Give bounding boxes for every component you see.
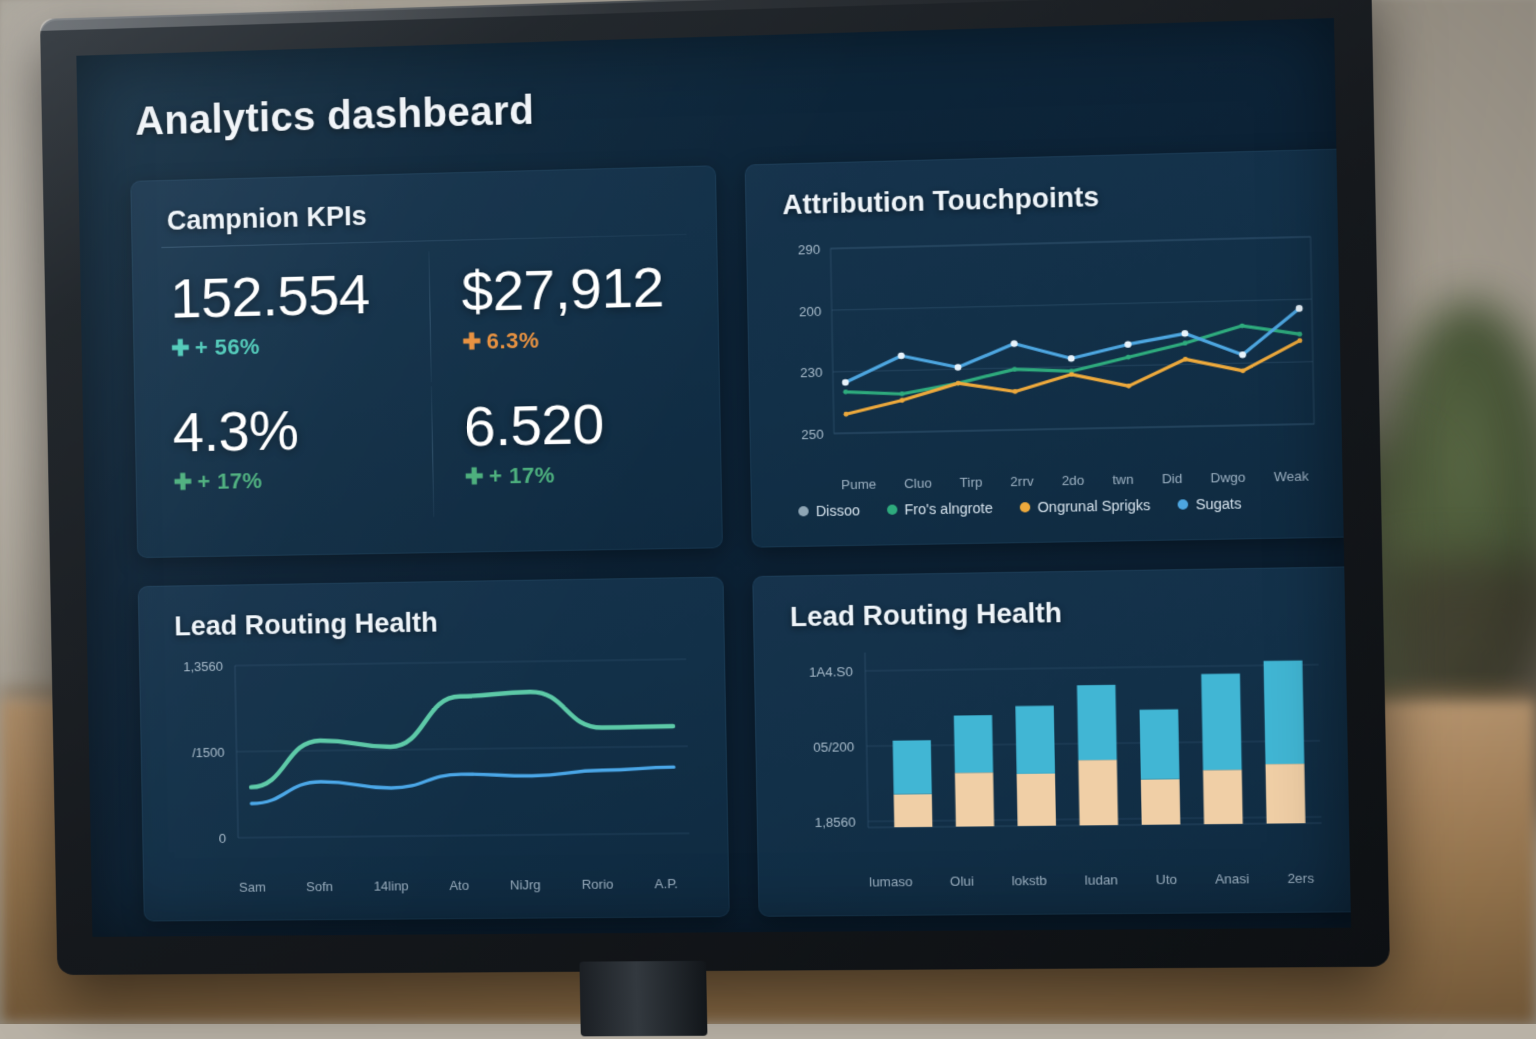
x-tick-label: 2do	[1061, 472, 1085, 489]
up-arrow-icon: ✚	[173, 469, 193, 495]
kpi-tile-1[interactable]: 152.554 ✚ + 56%	[162, 258, 425, 398]
kpi-delta-1: ✚ + 56%	[171, 330, 414, 361]
kpi-value-4: 6.520	[463, 391, 605, 458]
y-tick-label: /1500	[192, 745, 225, 760]
legend-color-dot	[1177, 499, 1189, 510]
x-tick-label: lokstb	[1011, 872, 1048, 889]
x-tick-label: Cluo	[903, 475, 932, 492]
legend-label: Ongrunal Sprigks	[1037, 496, 1151, 516]
routing-left-line-chart[interactable]: 1,3560/1500 0	[169, 649, 698, 871]
legend-color-dot	[1019, 502, 1031, 513]
card-attribution-touchpoints: Attribution Touchpoints 290 200 230 250 Pum…	[744, 148, 1352, 548]
y-tick-label: 250	[801, 427, 824, 443]
card-lead-routing-health-right: Lead Routing Health 1A4.S0 05/200 1,8560 l…	[752, 566, 1352, 917]
attribution-line-chart[interactable]: 290 200 230 250	[777, 222, 1323, 469]
card-campaign-kpis: Campnion KPIs 152.554 ✚ + 56% $27,912	[130, 165, 723, 559]
y-tick-label: 0	[219, 831, 227, 846]
card-title-routing-right: Lead Routing Health	[789, 597, 1063, 633]
kpi-delta-text-1: + 56%	[194, 333, 261, 360]
kpi-value-2: $27,912	[460, 254, 665, 324]
kpi-value-1: 152.554	[169, 261, 371, 330]
x-tick-label: 2ers	[1287, 870, 1315, 887]
x-tick-label: twn	[1112, 471, 1134, 488]
kpi-delta-text-2: 6.3%	[486, 327, 540, 354]
x-tick-label: Ato	[449, 877, 470, 894]
x-tick-label: Olui	[949, 873, 975, 889]
routing-right-bar-chart[interactable]: 1A4.S0 05/200 1,8560	[784, 640, 1330, 866]
legend-item[interactable]: Sugats	[1177, 495, 1242, 513]
legend-item[interactable]: Dissoo	[798, 502, 860, 519]
x-tick-label: Weak	[1273, 468, 1309, 485]
x-tick-label: Sofn	[306, 878, 334, 895]
legend-color-dot	[886, 504, 898, 515]
kpi-delta-text-4: + 17%	[488, 462, 556, 489]
x-tick-label: Pume	[840, 476, 877, 493]
up-arrow-icon: ✚	[462, 328, 482, 355]
attribution-legend[interactable]: Dissoo Fro's alngrote Ongrunal Sprigks Suga…	[782, 494, 1324, 520]
x-tick-label: Tirp	[959, 474, 983, 491]
legend-item[interactable]: Fro's alngrote	[886, 499, 993, 518]
card-title-attribution: Attribution Touchpoints	[782, 181, 1100, 221]
x-tick-label: Dwgo	[1210, 469, 1246, 486]
routing-right-x-axis: lumaso Olui lokstb ludan Uto Anasi 2ers	[789, 870, 1332, 890]
y-tick-label: 1A4.S0	[809, 664, 853, 680]
x-tick-label: 14linp	[373, 878, 409, 894]
routing-right-chart[interactable]: 1A4.S0 05/200 1,8560	[784, 640, 1330, 871]
kpi-grid: 152.554 ✚ + 56% $27,912 ✚ 6.3%	[162, 251, 692, 532]
kpi-delta-4: ✚ + 17%	[465, 460, 681, 490]
monitor-stand	[579, 960, 708, 1037]
x-tick-label: ludan	[1084, 872, 1119, 888]
x-tick-label: A.P.	[654, 875, 679, 892]
up-arrow-icon: ✚	[464, 463, 485, 489]
y-tick-label: 1,3560	[183, 659, 223, 675]
card-lead-routing-health-left: Lead Routing Health 1,3560/1500 0 Sam Sofn…	[137, 576, 730, 922]
x-tick-label: 2rrv	[1010, 473, 1034, 490]
attribution-chart[interactable]: 290 200 230 250	[777, 222, 1324, 474]
legend-color-dot	[798, 506, 809, 517]
kpi-delta-text-3: + 17%	[197, 467, 263, 494]
kpi-value-3: 4.3%	[172, 398, 299, 464]
x-tick-label: NiJrg	[509, 877, 541, 893]
dashboard-grid: Campnion KPIs 152.554 ✚ + 56% $27,912	[130, 148, 1352, 922]
up-arrow-icon: ✚	[170, 335, 191, 361]
y-tick-label: 200	[799, 303, 822, 319]
kpi-tile-4[interactable]: 6.520 ✚ + 17%	[425, 387, 692, 527]
legend-label: Dissoo	[815, 502, 861, 520]
x-tick-label: lumaso	[869, 873, 913, 890]
x-tick-label: Anasi	[1214, 871, 1250, 887]
legend-item[interactable]: Ongrunal Sprigks	[1019, 496, 1151, 516]
kpi-tile-3[interactable]: 4.3% ✚ + 17%	[164, 392, 427, 531]
kpi-tile-2[interactable]: $27,912 ✚ 6.3%	[422, 251, 689, 392]
kpi-delta-2: ✚ 6.3%	[462, 324, 678, 355]
monitor: Analytics dashbeard Campnion KPIs 152.55…	[39, 0, 1390, 1037]
card-title-campaign-kpis: Campnion KPIs	[166, 200, 368, 236]
routing-left-x-axis: Sam Sofn 14linp Ato NiJrg Rorio A.P.	[173, 876, 699, 896]
legend-label: Sugats	[1195, 495, 1242, 513]
card-title-routing-left: Lead Routing Health	[174, 607, 439, 642]
y-tick-label: 05/200	[813, 739, 854, 755]
y-tick-label: 230	[800, 365, 823, 381]
y-tick-label: 1,8560	[815, 814, 856, 830]
page-title: Analytics dashbeard	[134, 88, 535, 144]
y-tick-label: 290	[798, 242, 821, 258]
x-tick-label: Did	[1161, 470, 1183, 487]
routing-left-chart[interactable]: 1,3560/1500 0	[169, 649, 698, 876]
monitor-screen: Analytics dashbeard Campnion KPIs 152.55…	[76, 18, 1352, 937]
kpi-delta-3: ✚ + 17%	[173, 465, 416, 496]
divider	[161, 233, 687, 249]
x-tick-label: Rorio	[581, 876, 614, 892]
analytics-dashboard: Analytics dashbeard Campnion KPIs 152.55…	[76, 18, 1352, 937]
legend-label: Fro's alngrote	[904, 499, 993, 518]
x-tick-label: Uto	[1155, 871, 1178, 888]
x-tick-label: Sam	[238, 879, 266, 895]
